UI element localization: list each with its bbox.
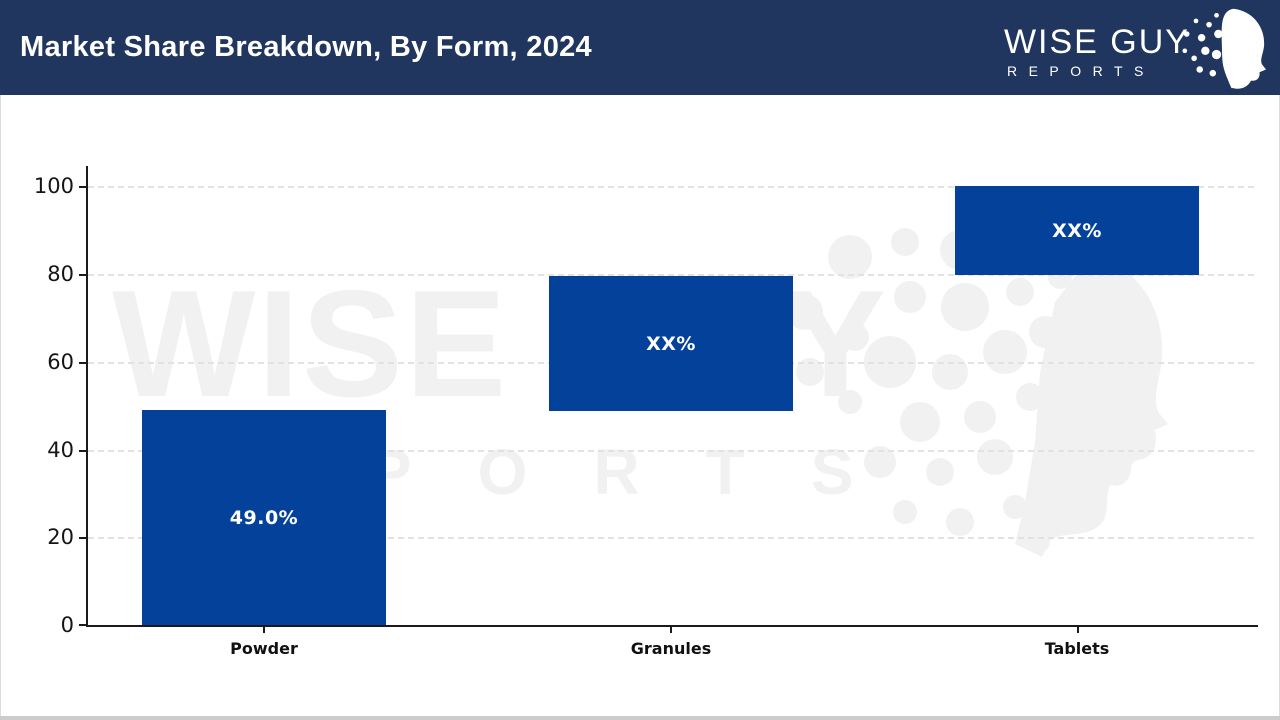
y-tick-label: 100: [33, 174, 74, 198]
x-category-label: Tablets: [1044, 639, 1110, 658]
gridline-100: [88, 186, 1254, 188]
logo-text: WISE GUY REPORTS: [1004, 25, 1190, 78]
y-axis-tick: [79, 450, 87, 452]
x-axis-tick: [670, 627, 672, 633]
y-axis-tick: [79, 537, 87, 539]
gridline-20: [88, 537, 1254, 539]
logo-subtitle: REPORTS: [1006, 62, 1155, 79]
bar-powder: 49.0%: [142, 410, 386, 625]
y-axis-tick: [79, 186, 87, 188]
gridline-80: [88, 274, 1254, 276]
wiseguy-logo: WISE GUY REPORTS: [1004, 6, 1272, 90]
header-bar: Market Share Breakdown, By Form, 2024 WI…: [0, 0, 1280, 95]
x-axis-line: [86, 625, 1258, 627]
y-axis-tick: [79, 362, 87, 364]
y-axis-tick: [79, 624, 87, 626]
bar-value-label: XX%: [646, 332, 696, 355]
bar-value-label: 49.0%: [229, 506, 299, 529]
bar-value-label: XX%: [1052, 219, 1102, 242]
y-tick-label: 40: [47, 438, 74, 462]
x-axis-tick: [1077, 627, 1079, 633]
x-axis-tick: [263, 627, 265, 633]
bar-granules: XX%: [549, 276, 793, 411]
y-tick-label: 20: [47, 525, 74, 549]
logo-head-icon: [1182, 8, 1266, 89]
gridline-40: [88, 450, 1254, 452]
x-category-label: Granules: [630, 639, 712, 658]
y-axis-line: [86, 166, 88, 627]
footer-line: [0, 716, 1280, 720]
y-tick-label: 80: [47, 262, 74, 286]
x-category-label: Powder: [230, 639, 298, 658]
y-tick-label: 0: [60, 613, 74, 637]
bar-tablets: XX%: [955, 186, 1199, 275]
chart-title: Market Share Breakdown, By Form, 2024: [20, 31, 592, 63]
y-axis-tick: [79, 274, 87, 276]
logo-wordmark: WISE GUY: [1003, 22, 1190, 61]
left-edge-line: [0, 95, 1, 720]
y-tick-label: 60: [47, 350, 74, 374]
